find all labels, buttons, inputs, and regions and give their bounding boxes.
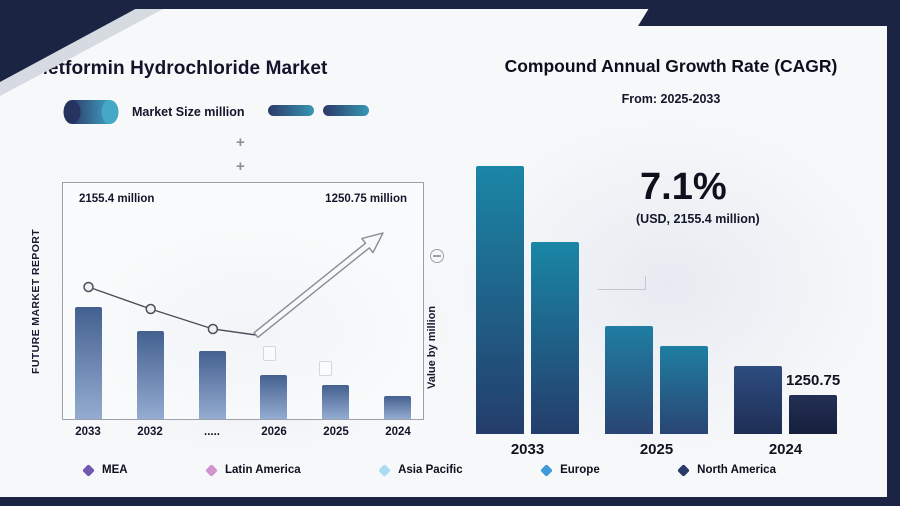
plus-decor-icon: + [236,158,245,175]
minus-circle-icon [430,249,444,263]
year-label: 2032 [137,426,163,438]
cagr-chart: 2033 2025 2024 [476,158,848,464]
legend-diamond-icon [378,463,391,477]
bottom-edge-accent [0,497,900,506]
region-legend: MEA Latin America Asia Pacific Europe North … [82,463,776,477]
page-title: Metformin Hydrochloride Market [32,58,328,79]
cagr-bar [789,395,837,434]
market-size-legend: Market Size million [62,96,245,128]
year-label: ..... [204,426,220,438]
cagr-note: (USD, 2155.4 million) [636,212,760,226]
legend-label: Europe [560,464,600,476]
legend-item-north-america: North America [677,463,776,477]
cagr-subtitle: From: 2025-2033 [621,92,721,106]
cagr-title: Compound Annual Growth Rate (CAGR) [504,56,838,76]
step-bracket-decor [598,276,646,290]
trend-arrow [83,232,384,338]
bar-pair [476,158,579,434]
legend-diamond-icon [82,463,95,477]
year-label: 2033 [75,426,101,438]
legend-label: Asia Pacific [398,464,463,476]
legend-item-europe: Europe [540,463,600,477]
document-watermark-icon [319,361,332,376]
legend-item-mea: MEA [82,463,128,477]
value-axis-label: Value by million [426,305,438,390]
plus-decor-icon: + [236,134,245,151]
value-callout-2024: 1250.75 [786,372,841,389]
top-edge-accent [0,0,900,9]
market-size-bar-2026 [260,375,288,419]
future-market-report-label: FUTURE MARKET REPORT [30,228,42,374]
market-size-bar-..... [198,351,226,419]
year-label: 2026 [261,426,287,438]
gradient-pill [323,105,369,116]
market-size-bar-2032 [136,331,164,419]
year-label: 2033 [510,440,545,458]
cagr-bar [531,242,579,434]
market-size-bar-2033 [75,307,102,419]
year-label: 2025 [323,426,349,438]
gradient-pills [268,105,369,116]
cylinder-icon [63,100,119,124]
cagr-bar [734,366,782,434]
bar-pair [734,158,837,434]
year-label: 2024 [385,426,411,438]
cagr-bar-group-2024: 2024 [734,158,837,464]
market-size-x-axis: 2033 2032..... 2026 2025 2024 [62,426,424,438]
market-size-bar-2025 [322,385,350,419]
cagr-bar [476,166,524,434]
legend-diamond-icon [540,463,553,477]
legend-item-asia-pacific: Asia Pacific [378,463,463,477]
legend-diamond-icon [677,463,691,477]
legend-diamond-icon [205,463,218,477]
cagr-bar [605,326,653,434]
market-size-bar-2024 [383,396,411,419]
chart-value-label-2033: 2155.4 million [79,193,155,205]
bar-pair [605,158,708,434]
legend-label: MEA [102,464,128,476]
cagr-bar-group-2025: 2025 [605,158,708,464]
legend-label: Latin America [225,464,301,476]
right-edge-accent [887,0,900,506]
chart-value-label-2024: 1250.75 million [325,193,407,205]
gradient-pill [268,105,314,116]
legend-label: North America [697,464,776,476]
market-size-legend-label: Market Size million [132,105,245,119]
cagr-value: 7.1% [640,166,727,208]
year-label: 2024 [768,440,803,458]
cagr-bar-group-2033: 2033 [476,158,579,464]
market-size-bars [75,307,411,419]
cagr-bar [660,346,708,434]
document-watermark-icon [263,346,276,361]
legend-item-latin-america: Latin America [205,463,301,477]
year-label: 2025 [639,440,674,458]
market-size-chart: 2155.4 million 1250.75 million [62,182,424,420]
top-right-accent [638,0,900,26]
